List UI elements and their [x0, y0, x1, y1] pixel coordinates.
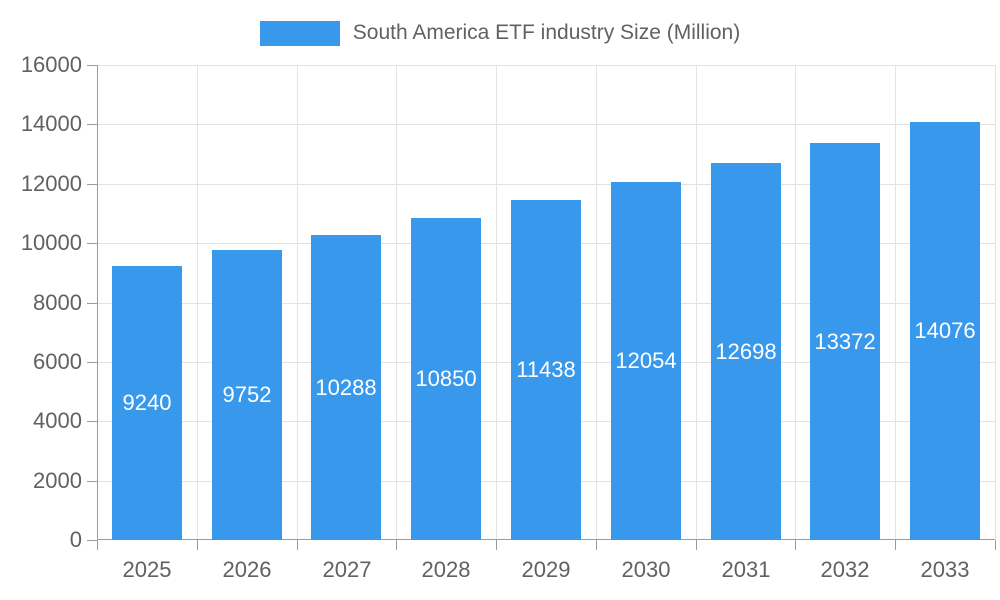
bar: 13372 — [810, 143, 880, 540]
x-axis-tick — [396, 540, 397, 550]
y-tick-label: 4000 — [33, 408, 82, 433]
gridline-vertical — [396, 65, 397, 540]
gridline-vertical — [596, 65, 597, 540]
plot-area: 9240 9752 10288 10850 11438 12054 12698 13372 14… — [87, 65, 996, 550]
bar-value-label: 12054 — [615, 348, 677, 373]
gridline-vertical — [795, 65, 796, 540]
legend-swatch-icon — [259, 20, 340, 46]
x-axis-tick — [895, 540, 896, 550]
x-axis-tick — [97, 540, 98, 550]
bar-value-label: 11438 — [516, 357, 576, 382]
bar-value-label: 12698 — [715, 338, 777, 364]
x-tick-label: 2026 — [222, 557, 272, 582]
bar-value-label: 13372 — [814, 328, 876, 354]
x-tick-label: 2027 — [322, 557, 372, 582]
y-tick-label: 14000 — [20, 111, 82, 136]
gridline-vertical — [197, 65, 198, 540]
bar: 9752 — [212, 250, 282, 540]
bar: 10850 — [411, 218, 481, 540]
gridline-vertical — [496, 65, 497, 540]
bar-value-label: 9240 — [122, 390, 172, 415]
bar: 9240 — [112, 266, 182, 540]
y-tick-label: 6000 — [33, 349, 82, 374]
y-axis-tick — [87, 540, 97, 541]
x-axis-tick — [995, 540, 996, 550]
y-axis-tick — [87, 361, 97, 363]
x-tick-label: 2033 — [920, 557, 970, 582]
gridline-vertical — [696, 65, 697, 540]
x-tick-label: 2030 — [621, 557, 671, 582]
gridline-vertical — [895, 65, 896, 540]
x-axis-tick — [596, 540, 597, 550]
bar-value-label: 9752 — [222, 382, 272, 407]
x-axis-tick — [297, 540, 298, 550]
bar: 14076 — [910, 122, 980, 540]
gridline-horizontal — [97, 124, 995, 126]
x-tick-label: 2032 — [820, 557, 870, 582]
y-tick-label: 10000 — [20, 230, 82, 255]
legend-label: South America ETF industry Size (Million… — [352, 21, 741, 44]
y-tick-label: 16000 — [20, 52, 82, 77]
x-tick-label: 2025 — [122, 557, 172, 582]
y-axis-tick — [87, 302, 97, 304]
x-axis-tick — [197, 540, 198, 550]
y-tick-label: 2000 — [33, 468, 82, 493]
x-tick-label: 2031 — [721, 557, 771, 582]
bar-value-label: 14076 — [914, 318, 976, 343]
bar-value-label: 10288 — [315, 374, 377, 400]
bar: 10288 — [311, 235, 381, 540]
y-axis-tick — [87, 243, 97, 245]
y-tick-label: 12000 — [20, 171, 82, 196]
gridline-vertical — [995, 65, 996, 540]
x-axis-tick — [696, 540, 697, 550]
gridline-vertical — [297, 65, 298, 540]
y-axis-tick — [87, 183, 97, 185]
y-axis-tick — [87, 421, 97, 423]
legend[interactable]: South America ETF industry Size (Million… — [0, 20, 1000, 46]
y-tick-label: 8000 — [33, 290, 82, 315]
gridline-horizontal — [97, 183, 995, 185]
y-axis-tick — [87, 65, 97, 66]
x-tick-label: 2029 — [521, 557, 571, 582]
y-axis-line — [97, 65, 98, 540]
x-axis-tick — [496, 540, 497, 550]
bar: 12054 — [611, 182, 681, 540]
y-axis-tick — [87, 480, 97, 482]
bar-value-label: 10850 — [415, 366, 477, 391]
x-tick-label: 2028 — [421, 557, 471, 582]
bar: 12698 — [711, 163, 781, 540]
y-tick-label: 0 — [69, 527, 82, 552]
x-axis-tick — [795, 540, 796, 550]
bar: 11438 — [511, 200, 581, 540]
gridline-horizontal — [97, 65, 995, 66]
y-axis-tick — [87, 124, 97, 126]
